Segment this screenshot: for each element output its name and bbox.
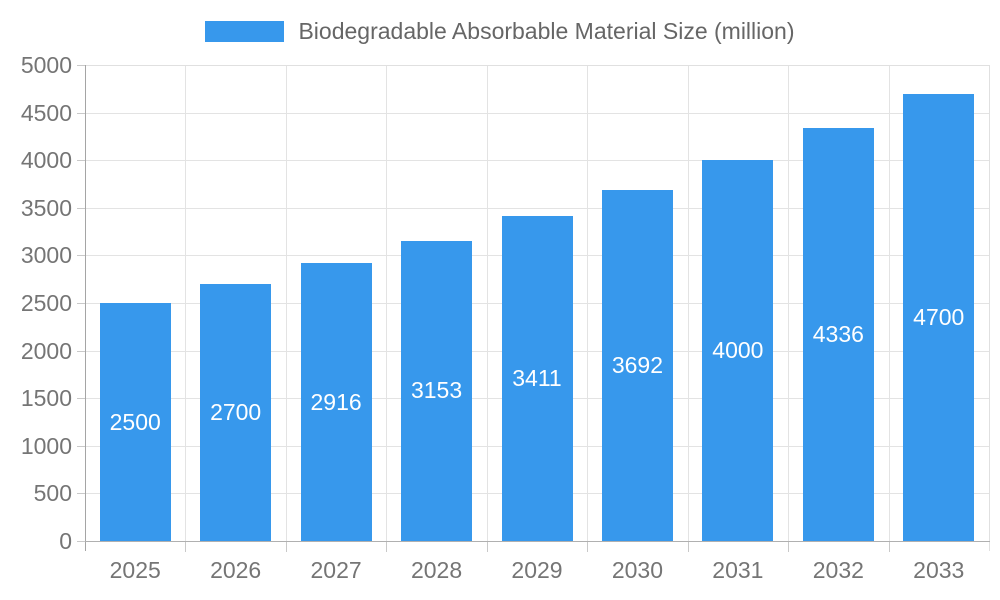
y-tick-label: 4500 — [20, 99, 72, 126]
bar[interactable]: 3692 — [601, 189, 673, 541]
x-tick-label: 2028 — [410, 557, 463, 583]
x-tick — [486, 542, 488, 552]
y-tick-label: 2500 — [20, 290, 72, 316]
y-tick-label: 500 — [33, 480, 72, 507]
bar-value-label: 4700 — [913, 303, 965, 330]
y-tick-label: 5000 — [20, 52, 72, 78]
bar[interactable]: 4336 — [802, 128, 874, 541]
bar[interactable]: 2500 — [99, 303, 171, 541]
y-tick-label: 1500 — [20, 385, 72, 412]
y-tick — [77, 541, 85, 542]
y-tick — [77, 112, 85, 114]
legend: Biodegradable Absorbable Material Size (… — [0, 16, 1000, 46]
bar-value-label: 2500 — [109, 408, 161, 435]
y-tick — [77, 65, 85, 66]
y-tick — [77, 303, 85, 304]
bar-value-label: 3153 — [410, 377, 463, 404]
bar[interactable]: 3153 — [401, 240, 473, 541]
v-gridline — [788, 65, 790, 541]
y-tick — [77, 207, 85, 209]
bar-value-label: 2916 — [310, 388, 362, 415]
v-gridline — [687, 65, 689, 541]
bar[interactable]: 4700 — [903, 93, 975, 541]
x-tick — [888, 542, 890, 552]
x-tick-label: 2032 — [812, 557, 864, 583]
y-tick — [77, 160, 85, 162]
y-tick — [77, 350, 85, 352]
x-tick — [386, 542, 388, 552]
y-tick — [77, 398, 85, 400]
y-tick-label: 0 — [59, 528, 72, 554]
h-gridline — [85, 160, 990, 162]
y-tick-label: 4000 — [20, 147, 72, 174]
x-tick — [687, 542, 689, 552]
bar[interactable]: 4000 — [702, 160, 774, 541]
x-tick-label: 2025 — [109, 557, 161, 583]
x-tick-label: 2030 — [611, 557, 664, 583]
x-tick-label: 2033 — [913, 557, 965, 583]
v-gridline — [587, 65, 589, 541]
y-tick — [77, 493, 85, 495]
y-tick — [77, 255, 85, 257]
plot-area: 0 500 1000 1500 2000 2500 3000 3500 4000 4500 5000… — [21, 52, 990, 583]
bar-value-label: 3411 — [512, 365, 562, 392]
x-tick — [285, 542, 287, 552]
x-tick-label: 2029 — [511, 557, 563, 583]
x-tick — [185, 542, 187, 552]
v-gridline — [386, 65, 388, 541]
y-tick — [77, 445, 85, 447]
legend-item[interactable]: Biodegradable Absorbable Material Size (… — [205, 16, 795, 46]
plot-border-right — [989, 65, 990, 551]
y-tick-label: 2000 — [20, 337, 72, 364]
v-gridline — [185, 65, 187, 541]
x-tick-label: 2027 — [310, 557, 362, 583]
bar[interactable]: 2916 — [300, 263, 372, 541]
v-gridline — [888, 65, 890, 541]
plot-border-top — [85, 65, 990, 66]
x-tick — [788, 542, 790, 552]
v-gridline — [285, 65, 287, 541]
bar-value-label: 4000 — [712, 337, 764, 364]
x-tick-label: 2031 — [712, 557, 764, 583]
h-gridline — [85, 207, 990, 209]
bar[interactable]: 2700 — [200, 283, 272, 541]
y-tick-label: 1000 — [20, 432, 72, 459]
legend-swatch-icon — [205, 20, 285, 42]
x-tick — [587, 542, 589, 552]
y-axis-line — [85, 65, 86, 551]
bar-value-label: 4336 — [812, 321, 864, 348]
y-tick-label: 3000 — [20, 242, 72, 269]
x-axis-line — [85, 541, 990, 542]
y-tick-label: 3500 — [20, 194, 72, 221]
x-tick-label: 2026 — [210, 557, 262, 583]
h-gridline — [85, 112, 990, 114]
legend-label: Biodegradable Absorbable Material Size (… — [298, 18, 795, 44]
v-gridline — [486, 65, 488, 541]
bar[interactable]: 3411 — [501, 216, 573, 541]
bar-value-label: 3692 — [611, 351, 664, 378]
bar-value-label: 2700 — [210, 398, 262, 425]
